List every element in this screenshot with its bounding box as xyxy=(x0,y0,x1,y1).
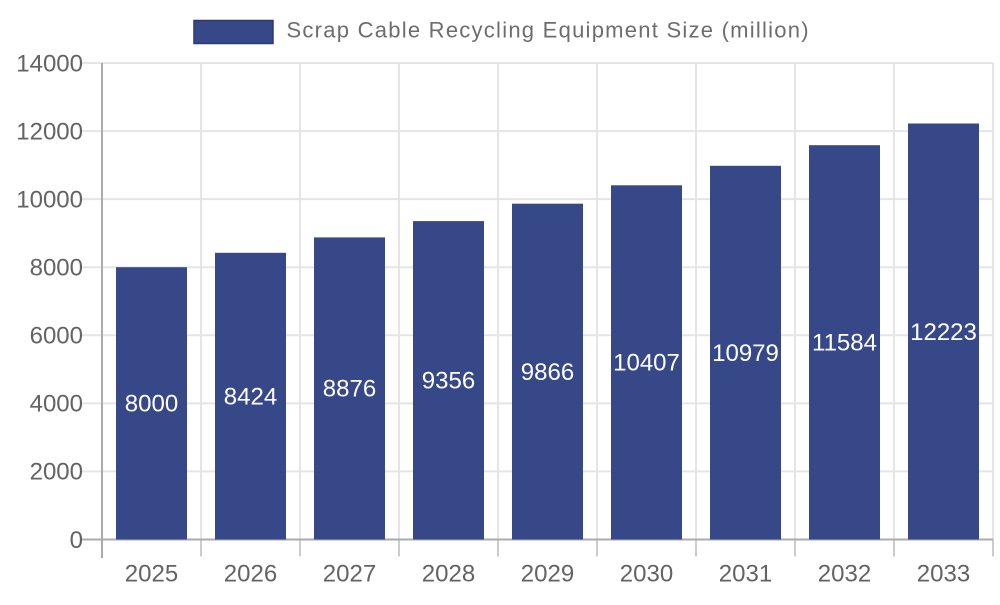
svg-text:8000: 8000 xyxy=(30,255,83,282)
svg-text:2033: 2033 xyxy=(917,560,970,587)
svg-text:8000: 8000 xyxy=(125,391,178,418)
svg-text:6000: 6000 xyxy=(30,323,83,350)
svg-text:2029: 2029 xyxy=(521,560,574,587)
svg-text:2025: 2025 xyxy=(125,560,178,587)
svg-text:2027: 2027 xyxy=(323,560,376,587)
svg-text:8876: 8876 xyxy=(323,376,376,403)
svg-text:2032: 2032 xyxy=(818,560,871,587)
svg-text:11584: 11584 xyxy=(812,330,877,357)
svg-text:10407: 10407 xyxy=(613,350,680,377)
svg-text:10979: 10979 xyxy=(712,340,779,367)
svg-text:0: 0 xyxy=(70,527,83,554)
svg-text:4000: 4000 xyxy=(30,391,83,418)
svg-text:10000: 10000 xyxy=(16,186,83,213)
svg-text:14000: 14000 xyxy=(16,50,83,77)
svg-text:12000: 12000 xyxy=(16,118,83,145)
svg-text:Scrap Cable Recycling Equipmen: Scrap Cable Recycling Equipment Size (mi… xyxy=(287,18,810,43)
svg-text:9356: 9356 xyxy=(422,368,475,395)
svg-text:2030: 2030 xyxy=(620,560,673,587)
svg-text:9866: 9866 xyxy=(521,359,574,386)
svg-text:8424: 8424 xyxy=(224,383,277,410)
svg-text:2026: 2026 xyxy=(224,560,277,587)
svg-text:2031: 2031 xyxy=(719,560,772,587)
svg-text:12223: 12223 xyxy=(910,319,977,346)
svg-text:2028: 2028 xyxy=(422,560,475,587)
svg-text:2000: 2000 xyxy=(30,459,83,486)
